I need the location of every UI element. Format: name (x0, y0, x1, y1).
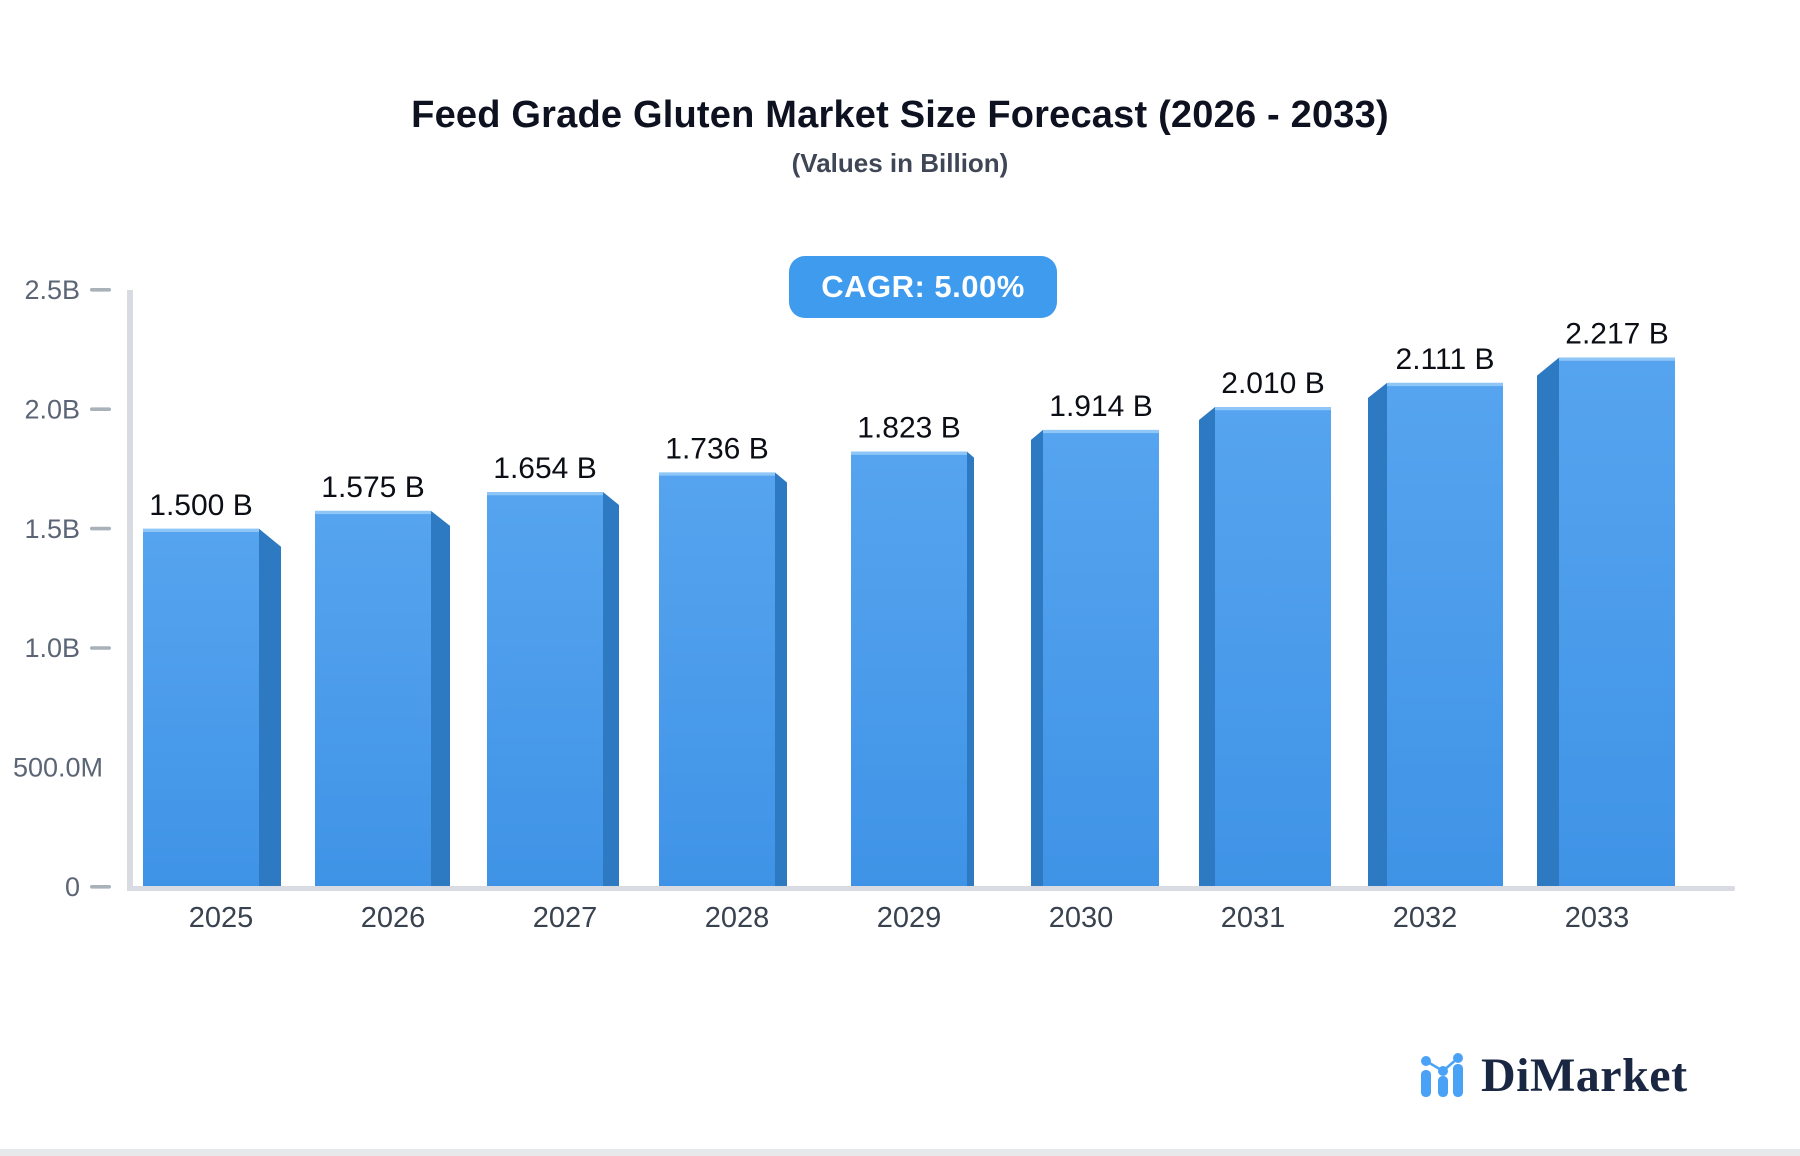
y-axis-tick (90, 526, 111, 531)
bar-value-label: 1.736 B (665, 432, 768, 465)
bar-top-highlight (143, 528, 259, 532)
y-axis-label: 2.0B (24, 394, 80, 424)
bar (659, 472, 775, 887)
bar-value-label: 2.111 B (1396, 343, 1495, 376)
bar-side-face (1368, 382, 1387, 887)
y-axis-label: 1.0B (24, 633, 80, 663)
x-axis-label: 2026 (361, 902, 426, 934)
x-axis-label: 2030 (1049, 902, 1114, 934)
x-axis-label: 2027 (533, 902, 598, 934)
bar-group: 2.010 B (1199, 367, 1331, 887)
logo-bar (1438, 1076, 1448, 1097)
x-axis-label: 2028 (705, 902, 770, 934)
bar-side-face (967, 451, 974, 887)
bar (851, 451, 967, 887)
bar-top-highlight (1387, 382, 1503, 387)
bar-side-face (259, 528, 281, 887)
bar-value-label: 1.914 B (1049, 390, 1152, 423)
bar-value-label: 1.575 B (321, 471, 424, 504)
page-background-strip (0, 1149, 1800, 1156)
bar (1387, 382, 1503, 887)
bar-group: 2.111 B (1368, 343, 1503, 887)
bar-top-highlight (659, 472, 775, 476)
bar-side-face (431, 510, 450, 887)
bar-value-label: 2.010 B (1221, 367, 1324, 400)
x-axis-label: 2033 (1565, 902, 1630, 934)
bar-group: 1.575 B (315, 471, 450, 887)
chart-title: Feed Grade Gluten Market Size Forecast (… (411, 94, 1389, 136)
bar-side-face (1031, 429, 1043, 887)
bar-value-label: 1.500 B (149, 489, 252, 522)
bar (487, 492, 603, 887)
y-axis-label: 2.5B (24, 275, 80, 305)
y-axis-tick (90, 288, 111, 292)
logo-dot (1438, 1066, 1448, 1076)
bar-side-face (1199, 407, 1215, 887)
bar-side-face (775, 472, 787, 887)
bar-side-face (1537, 357, 1559, 887)
bar-group: 1.736 B (659, 432, 787, 887)
cagr-badge: CAGR: 5.00% (789, 256, 1057, 318)
bar (1559, 357, 1675, 887)
bar-group: 2.217 B (1537, 318, 1675, 887)
bar-top-highlight (851, 451, 967, 455)
y-axis-tick (90, 646, 111, 650)
logo-bar (1421, 1070, 1431, 1097)
y-axis-label: 0 (65, 872, 80, 902)
bar (1043, 429, 1159, 887)
brand-logo-text: DiMarket (1481, 1049, 1688, 1102)
bar-side-face (603, 492, 619, 887)
bar-value-label: 2.217 B (1565, 318, 1668, 351)
bar-top-highlight (1559, 357, 1675, 361)
y-axis-label: 1.5B (24, 514, 80, 544)
logo-dot (1453, 1053, 1463, 1063)
x-axis-label: 2025 (189, 902, 254, 934)
x-axis-label: 2031 (1221, 902, 1286, 934)
logo-bar (1453, 1064, 1463, 1097)
brand-logo: DiMarket (1415, 1040, 1715, 1100)
x-axis-line (127, 886, 1735, 891)
bar (143, 528, 259, 887)
x-axis-label: 2029 (877, 902, 942, 934)
y-axis-tick (90, 407, 111, 411)
bar-group: 1.823 B (851, 412, 974, 887)
bar-value-label: 1.823 B (857, 412, 960, 445)
bar-group: 1.500 B (143, 489, 281, 887)
y-axis-label: 500.0M (13, 753, 103, 783)
x-axis-label: 2032 (1393, 902, 1458, 934)
bar-top-highlight (1043, 429, 1159, 434)
y-axis-tick (90, 885, 111, 889)
cagr-badge-label: CAGR: 5.00% (821, 269, 1025, 304)
logo-dot (1421, 1056, 1431, 1066)
bar (315, 510, 431, 887)
chart-subtitle: (Values in Billion) (791, 148, 1009, 178)
y-axis-line (127, 290, 133, 891)
bar (1215, 407, 1331, 887)
bar-group: 1.654 B (487, 452, 619, 887)
bar-top-highlight (315, 510, 431, 515)
bar-top-highlight (487, 492, 603, 496)
bar-top-highlight (1215, 407, 1331, 411)
bar-value-label: 1.654 B (493, 452, 596, 485)
bar-group: 1.914 B (1031, 390, 1159, 887)
mini-bar-line-chart-icon (1421, 1053, 1463, 1097)
